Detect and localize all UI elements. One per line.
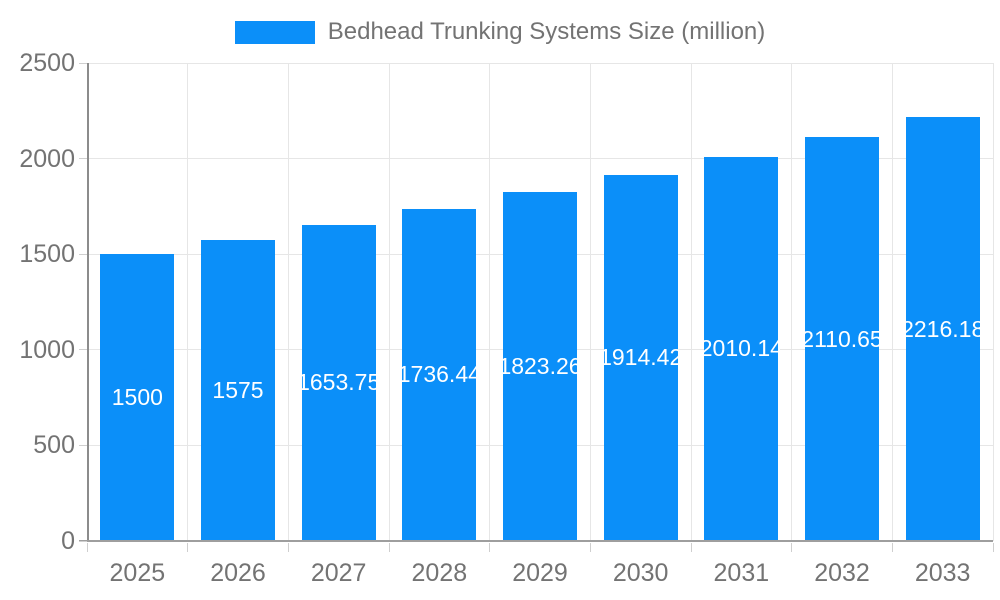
v-gridline xyxy=(690,63,692,541)
v-gridline xyxy=(187,63,189,541)
bar-value-label: 1914.42 xyxy=(599,344,683,371)
v-gridline xyxy=(388,63,390,541)
x-tick-mark xyxy=(187,543,189,552)
bar-2030[interactable]: 1914.42 xyxy=(599,174,682,541)
x-tick-label: 2028 xyxy=(411,559,468,587)
x-tick-label: 2025 xyxy=(109,559,166,587)
y-tick-mark xyxy=(79,349,87,351)
h-gridline xyxy=(87,158,993,160)
y-tick-label: 500 xyxy=(33,431,75,460)
x-tick-label: 2027 xyxy=(310,559,367,587)
bar-value-label: 1575 xyxy=(212,376,264,403)
y-tick-mark xyxy=(79,540,87,542)
x-tick-label: 2029 xyxy=(512,559,568,587)
x-tick-label: 2031 xyxy=(713,559,770,587)
y-tick-mark xyxy=(79,158,87,160)
x-tick-mark xyxy=(791,543,793,552)
bar-2032[interactable]: 2110.65 xyxy=(801,137,883,541)
bar-2025[interactable]: 1500 xyxy=(100,254,175,541)
y-tick-label: 1000 xyxy=(19,335,75,364)
plot-area: 1500 1575 1653.75 1736.44 1823.26 1914.42 2010… xyxy=(87,62,994,542)
bar-value-label: 2216.18 xyxy=(901,315,985,342)
v-gridline xyxy=(791,63,793,541)
bar-value-label: 1736.44 xyxy=(397,361,481,388)
bar-2033[interactable]: 2216.18 xyxy=(901,117,984,541)
x-tick-label: 2033 xyxy=(914,559,971,587)
y-tick-label: 2500 xyxy=(19,49,75,77)
x-tick-mark xyxy=(287,543,289,552)
bar-2026[interactable]: 1575 xyxy=(201,239,275,541)
legend-label: Bedhead Trunking Systems Size (million) xyxy=(327,18,766,45)
x-tick-label: 2032 xyxy=(814,559,870,587)
x-tick-mark xyxy=(690,543,692,552)
bar-2031[interactable]: 2010.14 xyxy=(700,156,783,541)
x-tick-mark xyxy=(388,543,390,552)
bar-value-label: 1823.26 xyxy=(498,353,582,380)
bar-value-label: 1500 xyxy=(111,384,163,411)
x-tick-mark xyxy=(891,543,893,552)
h-gridline xyxy=(87,62,993,64)
y-tick-label: 1500 xyxy=(19,240,75,269)
x-tick-mark xyxy=(86,543,88,552)
v-gridline xyxy=(992,63,994,541)
y-tick-label: 2000 xyxy=(19,144,75,173)
bar-value-label: 2010.14 xyxy=(699,335,783,362)
bar-2028[interactable]: 1736.44 xyxy=(398,208,481,541)
x-tick-mark xyxy=(992,543,994,552)
v-gridline xyxy=(589,63,591,541)
x-tick-label: 2030 xyxy=(612,559,669,587)
y-tick-mark xyxy=(79,444,87,446)
y-tick-label: 0 xyxy=(61,527,75,555)
y-tick-mark xyxy=(79,253,87,255)
x-tick-label: 2026 xyxy=(210,559,266,587)
bar-value-label: 1653.75 xyxy=(297,369,381,396)
v-gridline xyxy=(891,63,893,541)
bar-value-label: 2110.65 xyxy=(801,325,883,352)
bar-2027[interactable]: 1653.75 xyxy=(297,224,380,541)
legend[interactable]: Bedhead Trunking Systems Size (million) xyxy=(0,18,1000,46)
y-tick-mark xyxy=(79,62,87,64)
x-tick-mark xyxy=(489,543,491,552)
y-axis-line xyxy=(87,63,89,541)
x-tick-mark xyxy=(589,543,591,552)
legend-swatch xyxy=(234,20,315,44)
v-gridline xyxy=(489,63,491,541)
x-axis-line xyxy=(79,540,993,542)
v-gridline xyxy=(287,63,289,541)
bar-2029[interactable]: 1823.26 xyxy=(498,192,582,541)
